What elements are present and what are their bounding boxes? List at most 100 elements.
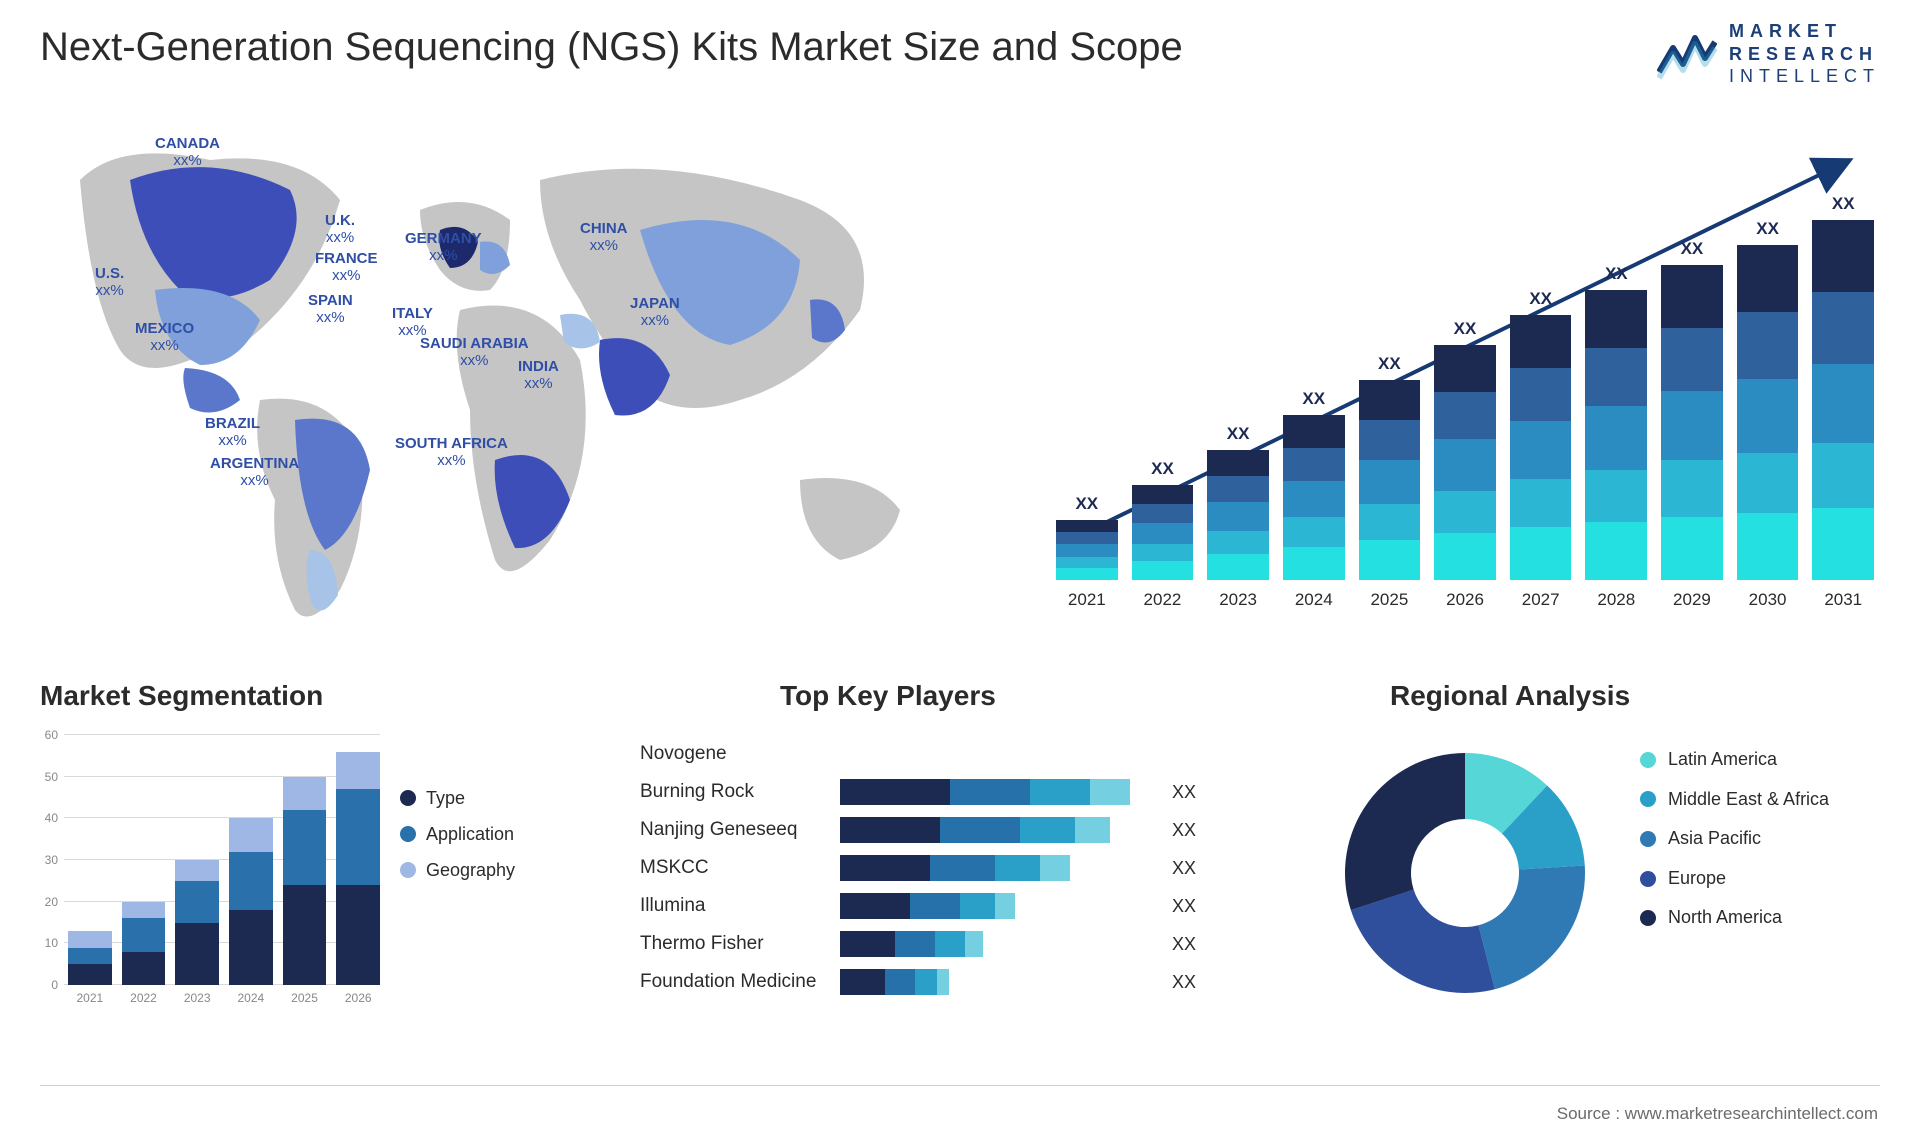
seg-ytick: 40: [45, 811, 58, 825]
player-row: Illumina XX: [640, 887, 1260, 925]
player-bar: [840, 931, 1160, 957]
seg-xaxis-label: 2026: [336, 991, 380, 1005]
player-value: XX: [1172, 972, 1196, 993]
bar-value-label: XX: [1681, 239, 1704, 259]
seg-ytick: 60: [45, 728, 58, 742]
world-map-svg: [40, 120, 940, 640]
seg-legend-item: Application: [400, 816, 515, 852]
main-bar: XX: [1056, 494, 1118, 580]
player-bar: [840, 779, 1160, 805]
main-xaxis-label: 2024: [1283, 590, 1345, 610]
seg-xaxis-label: 2022: [122, 991, 166, 1005]
regional-legend: Latin AmericaMiddle East & AfricaAsia Pa…: [1640, 740, 1829, 938]
player-name: Thermo Fisher: [640, 933, 840, 955]
player-row: Novogene: [640, 735, 1260, 773]
main-xaxis-label: 2021: [1056, 590, 1118, 610]
regional-panel: Regional Analysis Latin AmericaMiddle Ea…: [1310, 680, 1880, 1010]
main-xaxis-label: 2028: [1585, 590, 1647, 610]
logo-icon: [1657, 24, 1717, 84]
map-label: BRAZILxx%: [205, 415, 260, 450]
regional-legend-item: North America: [1640, 898, 1829, 938]
map-label: U.S.xx%: [95, 265, 124, 300]
bar-value-label: XX: [1302, 389, 1325, 409]
player-row: Nanjing Geneseeq XX: [640, 811, 1260, 849]
main-bar: XX: [1661, 239, 1723, 580]
player-value: XX: [1172, 934, 1196, 955]
seg-bar: [336, 752, 380, 985]
source-text: Source : www.marketresearchintellect.com: [1557, 1104, 1878, 1124]
main-xaxis-label: 2031: [1812, 590, 1874, 610]
main-bar: XX: [1359, 354, 1421, 580]
seg-ytick: 30: [45, 853, 58, 867]
players-title: Top Key Players: [780, 680, 1260, 712]
seg-ytick: 50: [45, 770, 58, 784]
map-label: CHINAxx%: [580, 220, 628, 255]
map-label: CANADAxx%: [155, 135, 220, 170]
seg-xaxis-label: 2024: [229, 991, 273, 1005]
logo-line2: RESEARCH: [1729, 43, 1880, 66]
main-bar: XX: [1585, 264, 1647, 580]
player-name: Foundation Medicine: [640, 971, 840, 993]
map-label: ARGENTINAxx%: [210, 455, 299, 490]
main-xaxis-label: 2026: [1434, 590, 1496, 610]
player-name: Burning Rock: [640, 781, 840, 803]
map-label: INDIAxx%: [518, 358, 559, 393]
main-xaxis-label: 2030: [1737, 590, 1799, 610]
bar-value-label: XX: [1605, 264, 1628, 284]
regional-title: Regional Analysis: [1390, 680, 1880, 712]
player-bar: [840, 893, 1160, 919]
map-label: U.K.xx%: [325, 212, 355, 247]
map-label: FRANCExx%: [315, 250, 378, 285]
footer-divider: [40, 1085, 1880, 1086]
seg-bar: [283, 777, 327, 985]
player-row: Burning RockXX: [640, 773, 1260, 811]
bar-value-label: XX: [1227, 424, 1250, 444]
regional-legend-item: Middle East & Africa: [1640, 780, 1829, 820]
player-row: MSKCC XX: [640, 849, 1260, 887]
map-label: MEXICOxx%: [135, 320, 194, 355]
player-value: XX: [1172, 820, 1196, 841]
seg-bar: [229, 818, 273, 985]
map-label: SOUTH AFRICAxx%: [395, 435, 508, 470]
segmentation-title: Market Segmentation: [40, 680, 560, 712]
regional-legend-item: Latin America: [1640, 740, 1829, 780]
main-xaxis-label: 2023: [1207, 590, 1269, 610]
donut-slice: [1351, 890, 1495, 993]
bar-value-label: XX: [1529, 289, 1552, 309]
seg-legend-item: Geography: [400, 852, 515, 888]
page-title: Next-Generation Sequencing (NGS) Kits Ma…: [40, 25, 1183, 70]
bar-value-label: XX: [1454, 319, 1477, 339]
segmentation-chart: 0102030405060 202120222023202420252026: [40, 735, 380, 1005]
bar-value-label: XX: [1756, 219, 1779, 239]
player-bar: [840, 855, 1160, 881]
player-name: MSKCC: [640, 857, 840, 879]
logo: MARKET RESEARCH INTELLECT: [1657, 20, 1880, 88]
seg-bar: [68, 931, 112, 985]
main-xaxis-label: 2027: [1510, 590, 1572, 610]
player-name: Illumina: [640, 895, 840, 917]
regional-legend-item: Europe: [1640, 859, 1829, 899]
main-bar: XX: [1510, 289, 1572, 580]
player-name: Nanjing Geneseeq: [640, 819, 840, 841]
player-row: Thermo Fisher XX: [640, 925, 1260, 963]
main-bar: XX: [1132, 459, 1194, 580]
logo-line3: INTELLECT: [1729, 65, 1880, 88]
bar-value-label: XX: [1151, 459, 1174, 479]
map-label: JAPANxx%: [630, 295, 680, 330]
main-xaxis-label: 2029: [1661, 590, 1723, 610]
donut-chart: [1320, 738, 1610, 1008]
donut-slice: [1345, 753, 1465, 910]
map-label: GERMANYxx%: [405, 230, 482, 265]
player-value: XX: [1172, 896, 1196, 917]
regional-legend-item: Asia Pacific: [1640, 819, 1829, 859]
seg-ytick: 10: [45, 936, 58, 950]
logo-line1: MARKET: [1729, 20, 1880, 43]
player-bar: [840, 817, 1160, 843]
main-bar-chart: XXXXXXXXXXXXXXXXXXXXXX 20212022202320242…: [1050, 140, 1880, 610]
donut-slice: [1478, 865, 1585, 989]
player-value: XX: [1172, 858, 1196, 879]
main-bar: XX: [1283, 389, 1345, 580]
world-map-panel: CANADAxx% U.S.xx% MEXICOxx% BRAZILxx% ARGENT…: [40, 120, 940, 640]
seg-bar: [122, 902, 166, 985]
players-list: NovogeneBurning RockXXNanjing GeneseeqXX…: [640, 735, 1260, 1001]
